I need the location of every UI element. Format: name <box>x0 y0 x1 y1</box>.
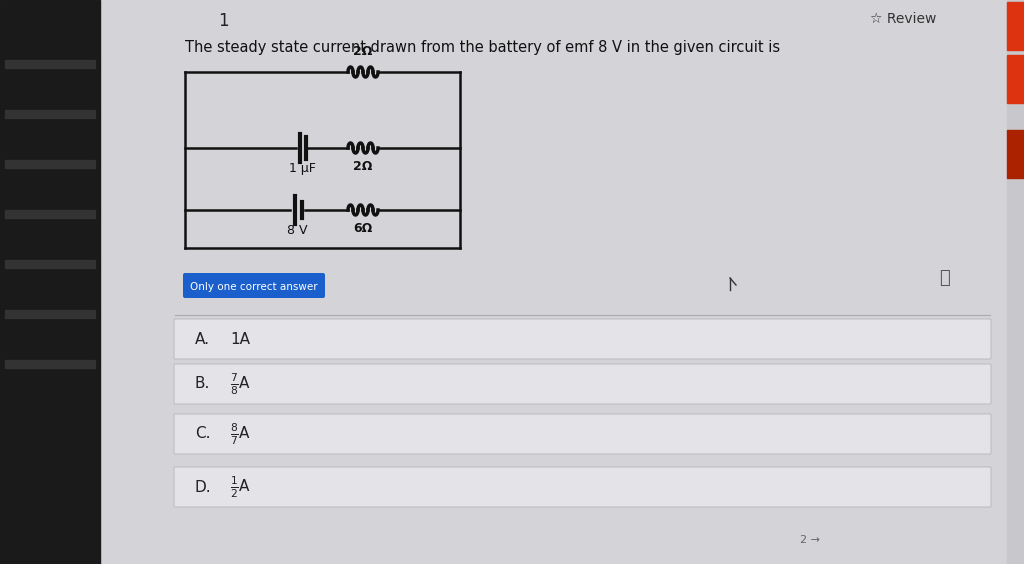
Bar <box>1007 130 1024 178</box>
Bar <box>5 110 95 118</box>
Bar <box>1007 0 1024 564</box>
Bar <box>1007 2 1024 50</box>
Text: Only one correct answer: Only one correct answer <box>190 281 317 292</box>
FancyBboxPatch shape <box>174 319 991 359</box>
Bar <box>100 0 1007 564</box>
FancyBboxPatch shape <box>174 467 991 507</box>
Text: $\frac{1}{2}$A: $\frac{1}{2}$A <box>230 474 251 500</box>
Text: 1 μF: 1 μF <box>289 162 315 175</box>
Text: A.: A. <box>195 332 210 346</box>
Text: 2Ω: 2Ω <box>353 45 373 58</box>
FancyBboxPatch shape <box>174 364 991 404</box>
Text: B.: B. <box>195 377 210 391</box>
Text: 1: 1 <box>218 12 228 30</box>
Text: The steady state current drawn from the battery of emf 8 V in the given circuit : The steady state current drawn from the … <box>185 40 780 55</box>
Bar <box>5 160 95 168</box>
Text: ☆ Review: ☆ Review <box>870 12 936 26</box>
Text: C.: C. <box>195 426 211 442</box>
Text: D.: D. <box>195 479 212 495</box>
Text: 6Ω: 6Ω <box>353 222 373 235</box>
FancyBboxPatch shape <box>174 414 991 454</box>
Text: ⓘ: ⓘ <box>940 269 950 287</box>
Text: $\frac{8}{7}$A: $\frac{8}{7}$A <box>230 421 251 447</box>
Bar <box>5 60 95 68</box>
Bar <box>1007 55 1024 103</box>
Bar <box>5 310 95 318</box>
Text: 1A: 1A <box>230 332 250 346</box>
Bar <box>5 360 95 368</box>
Text: 2Ω: 2Ω <box>353 160 373 173</box>
Text: $\frac{7}{8}$A: $\frac{7}{8}$A <box>230 371 251 397</box>
Text: 2 →: 2 → <box>800 535 820 545</box>
Bar <box>5 210 95 218</box>
Bar <box>0 0 100 564</box>
FancyBboxPatch shape <box>183 273 325 298</box>
Text: 8 V: 8 V <box>287 224 307 237</box>
Bar <box>5 260 95 268</box>
